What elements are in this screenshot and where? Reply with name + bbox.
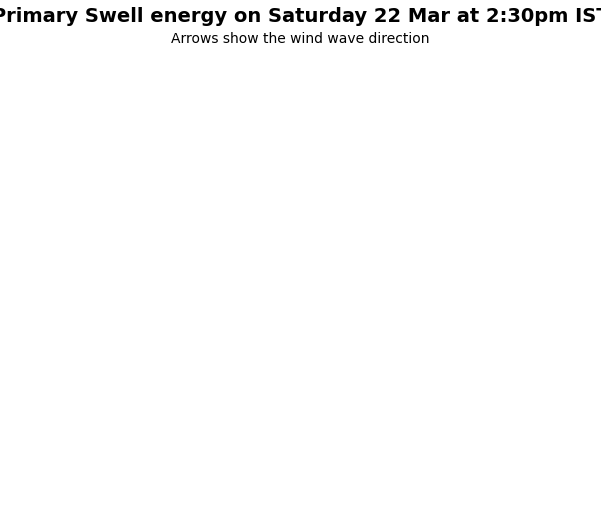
Text: Primary Swell energy on Saturday 22 Mar at 2:30pm IST: Primary Swell energy on Saturday 22 Mar … xyxy=(0,7,601,26)
Text: Arrows show the wind wave direction: Arrows show the wind wave direction xyxy=(171,32,430,46)
